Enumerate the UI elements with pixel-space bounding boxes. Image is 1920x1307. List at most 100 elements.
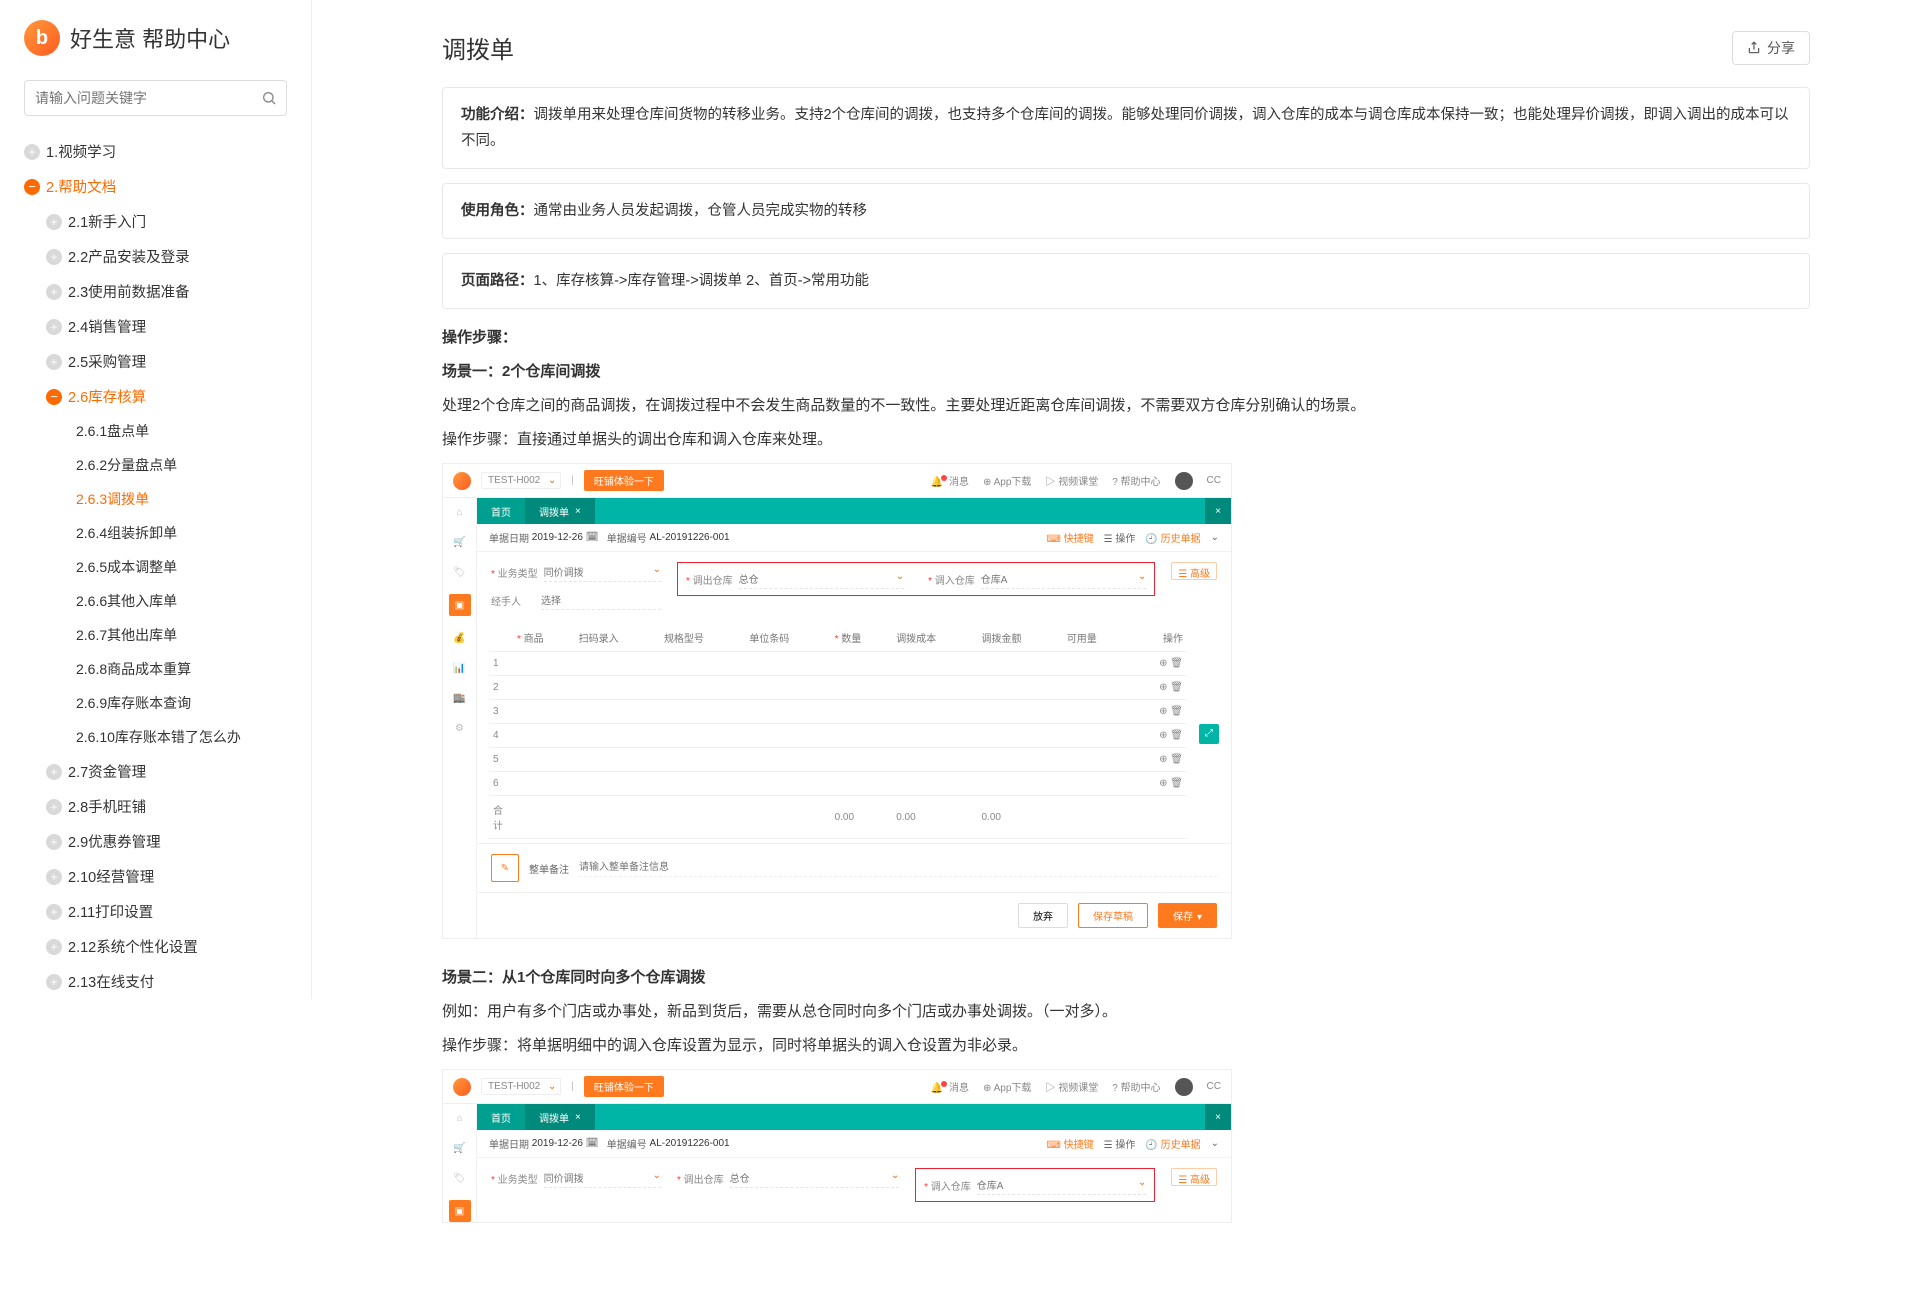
mock-biz-select[interactable]: 同价调拨⌄ xyxy=(544,562,661,582)
mock-help-link[interactable]: ? 帮助中心 xyxy=(1112,1079,1160,1094)
rail-box-icon[interactable]: ▣ xyxy=(449,1200,471,1222)
mock-out-select[interactable]: 总仓⌄ xyxy=(739,569,904,589)
mock-op-link[interactable]: ☰ 操作 xyxy=(1104,530,1136,545)
collapse-icon xyxy=(46,389,62,405)
mock-tab-home[interactable]: 首页 xyxy=(477,1104,525,1130)
mock-msg-link[interactable]: 🔔消息 xyxy=(931,473,969,488)
rail-tag-icon[interactable]: 🏷 xyxy=(452,564,468,580)
rail-home-icon[interactable]: ⌂ xyxy=(452,504,468,520)
brand: b 好生意 帮助中心 xyxy=(24,20,287,56)
rail-tag-icon[interactable]: 🏷 xyxy=(452,1170,468,1186)
nav-item-2.4[interactable]: 2.4销售管理 xyxy=(24,309,287,344)
expand-icon xyxy=(46,904,62,920)
search-input[interactable] xyxy=(24,80,287,116)
nav-leaf[interactable]: 2.6.3调拨单 xyxy=(24,482,287,516)
mock-close-all[interactable]: × xyxy=(1205,1104,1231,1130)
nav-help-docs[interactable]: 2.帮助文档 xyxy=(24,169,287,204)
expand-icon xyxy=(46,249,62,265)
expand-icon xyxy=(46,869,62,885)
mock-quick-link[interactable]: ⌨ 快捷键 xyxy=(1046,530,1093,545)
role-card: 使用角色：通常由业务人员发起调拨，仓管人员完成实物的转移 xyxy=(442,183,1810,239)
mock-draft-button[interactable]: 保存草稿 xyxy=(1078,903,1148,928)
nav-leaf[interactable]: 2.6.2分量盘点单 xyxy=(24,448,287,482)
rail-cart-icon[interactable]: 🛒 xyxy=(452,1140,468,1156)
nav-leaf[interactable]: 2.6.9库存账本查询 xyxy=(24,686,287,720)
mock-msg-link[interactable]: 🔔消息 xyxy=(931,1079,969,1094)
mock-tab-active[interactable]: 调拨单× xyxy=(525,1104,595,1130)
expand-table-icon[interactable]: ⤢ xyxy=(1199,724,1219,744)
nav-item-2.3[interactable]: 2.3使用前数据准备 xyxy=(24,274,287,309)
mock-video-link[interactable]: ▷ 视频课堂 xyxy=(1045,473,1098,488)
mock-user: CC xyxy=(1207,1081,1221,1092)
nav-item-2.1[interactable]: 2.1新手入门 xyxy=(24,204,287,239)
rail-box-icon[interactable]: ▣ xyxy=(449,594,471,616)
nav-video-learning[interactable]: 1.视频学习 xyxy=(24,134,287,169)
expand-icon xyxy=(46,284,62,300)
mock-tab-home[interactable]: 首页 xyxy=(477,498,525,524)
nav-leaf[interactable]: 2.6.5成本调整单 xyxy=(24,550,287,584)
nav-leaf[interactable]: 2.6.4组装拆卸单 xyxy=(24,516,287,550)
rail-store-icon[interactable]: 🏬 xyxy=(452,690,468,706)
nav-leaf[interactable]: 2.6.8商品成本重算 xyxy=(24,652,287,686)
nav-item-2.11[interactable]: 2.11打印设置 xyxy=(24,894,287,929)
nav-item-2.5[interactable]: 2.5采购管理 xyxy=(24,344,287,379)
nav-item-2.2[interactable]: 2.2产品安装及登录 xyxy=(24,239,287,274)
expand-icon xyxy=(46,214,62,230)
screenshot-mock-1: TEST-H002 | 旺铺体验一下 🔔消息 ⊕ App下载 ▷ 视频课堂 ? … xyxy=(442,463,1232,939)
mock-person-select[interactable]: 选择 xyxy=(541,590,661,610)
mock-adv-button[interactable]: ☰ 高级 xyxy=(1171,562,1217,580)
rail-cart-icon[interactable]: 🛒 xyxy=(452,534,468,550)
nav-item-2.13[interactable]: 2.13在线支付 xyxy=(24,964,287,999)
mock-note-input[interactable] xyxy=(579,859,1217,877)
nav-leaf[interactable]: 2.6.1盘点单 xyxy=(24,414,287,448)
nav-item-2.10[interactable]: 2.10经营管理 xyxy=(24,859,287,894)
mock-hist-link[interactable]: 🕘 历史单据 xyxy=(1145,530,1200,545)
mock-side-rail: ⌂ 🛒 🏷 ▣ 💰 📊 🏬 ⚙ xyxy=(443,498,477,938)
expand-icon xyxy=(46,319,62,335)
nav-item-2.9[interactable]: 2.9优惠券管理 xyxy=(24,824,287,859)
nav-item-2.6[interactable]: 2.6库存核算 xyxy=(24,379,287,414)
rail-setting-icon[interactable]: ⚙ xyxy=(452,720,468,736)
mock-try-button[interactable]: 旺铺体验一下 xyxy=(584,470,664,491)
mock-in-select[interactable]: 仓库A⌄ xyxy=(981,569,1146,589)
nav-leaf[interactable]: 2.6.6其他入库单 xyxy=(24,584,287,618)
mock-logo-icon xyxy=(453,1078,471,1096)
rail-report-icon[interactable]: 📊 xyxy=(452,660,468,676)
nav-leaf[interactable]: 2.6.10库存账本错了怎么办 xyxy=(24,720,287,754)
collapse-icon xyxy=(24,179,40,195)
share-button[interactable]: 分享 xyxy=(1732,31,1810,65)
mock-user: CC xyxy=(1207,475,1221,486)
mock-org-select[interactable]: TEST-H002 xyxy=(481,472,561,489)
brand-logo-icon: b xyxy=(24,20,60,56)
mock-app-link[interactable]: ⊕ App下载 xyxy=(983,1079,1031,1094)
rail-wallet-icon[interactable]: 💰 xyxy=(452,630,468,646)
close-icon[interactable]: × xyxy=(575,506,581,517)
nav-item-2.12[interactable]: 2.12系统个性化设置 xyxy=(24,929,287,964)
note-icon: ✎ xyxy=(491,854,519,882)
nav-item-2.7[interactable]: 2.7资金管理 xyxy=(24,754,287,789)
mock-save-button[interactable]: 保存▾ xyxy=(1158,903,1217,928)
expand-icon xyxy=(46,764,62,780)
mock-app-link[interactable]: ⊕ App下载 xyxy=(983,473,1031,488)
scene2-desc: 例如：用户有多个门店或办事处，新品到货后，需要从总仓同时向多个门店或办事处调拨。… xyxy=(442,997,1810,1027)
expand-icon xyxy=(46,974,62,990)
search-icon[interactable] xyxy=(261,90,277,106)
chevron-down-icon[interactable]: ⌄ xyxy=(1211,532,1219,543)
mock-video-link[interactable]: ▷ 视频课堂 xyxy=(1045,1079,1098,1094)
mock-avatar-icon[interactable] xyxy=(1175,472,1193,490)
intro-card: 功能介绍：调拨单用来处理仓库间货物的转移业务。支持2个仓库间的调拨，也支持多个仓… xyxy=(442,87,1810,169)
mock-discard-button[interactable]: 放弃 xyxy=(1018,903,1068,928)
nav-tree: 1.视频学习 2.帮助文档 2.1新手入门2.2产品安装及登录2.3使用前数据准… xyxy=(24,134,287,999)
mock-close-all[interactable]: × xyxy=(1205,498,1231,524)
brand-text: 好生意 帮助中心 xyxy=(70,22,230,54)
scene1-title: 场景一：2个仓库间调拨 xyxy=(442,357,1810,387)
nav-item-2.8[interactable]: 2.8手机旺铺 xyxy=(24,789,287,824)
mock-tab-active[interactable]: 调拨单× xyxy=(525,498,595,524)
nav-leaf[interactable]: 2.6.7其他出库单 xyxy=(24,618,287,652)
mock-help-link[interactable]: ? 帮助中心 xyxy=(1112,473,1160,488)
rail-home-icon[interactable]: ⌂ xyxy=(452,1110,468,1126)
mock-org-select[interactable]: TEST-H002 xyxy=(481,1078,561,1095)
mock-avatar-icon[interactable] xyxy=(1175,1078,1193,1096)
mock-try-button[interactable]: 旺铺体验一下 xyxy=(584,1076,664,1097)
expand-icon xyxy=(46,834,62,850)
